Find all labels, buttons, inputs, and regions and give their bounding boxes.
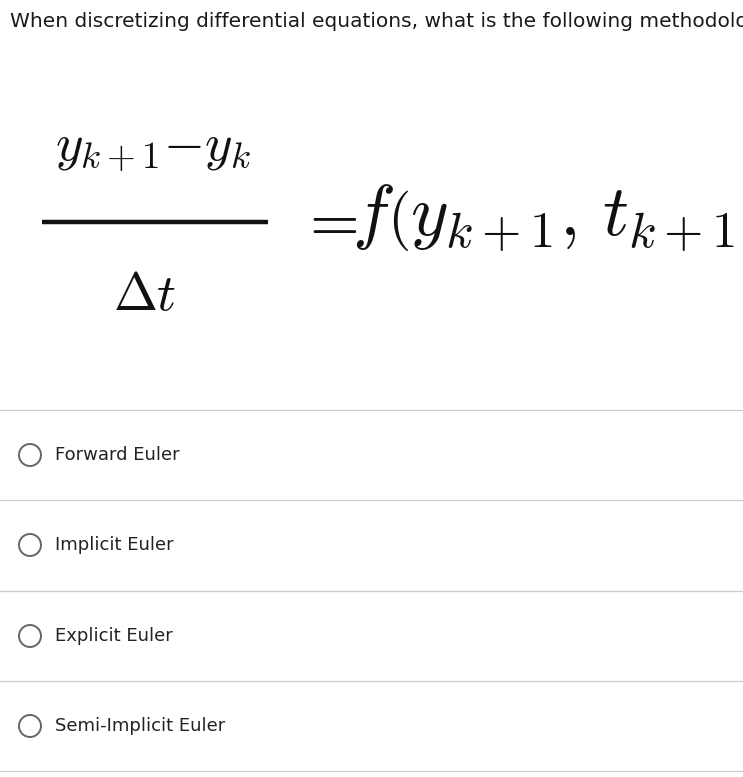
Text: $y_{k+1}{-}y_k$: $y_{k+1}{-}y_k$	[55, 122, 251, 174]
Text: $f\left(y_{k+1},\, t_{k+1}\right)$: $f\left(y_{k+1},\, t_{k+1}\right)$	[352, 183, 743, 254]
Text: Explicit Euler: Explicit Euler	[55, 627, 173, 645]
Text: When discretizing differential equations, what is the following methodology call: When discretizing differential equations…	[10, 12, 743, 31]
Text: Implicit Euler: Implicit Euler	[55, 536, 174, 554]
Text: $=$: $=$	[298, 191, 357, 253]
Text: $\Delta t$: $\Delta t$	[114, 269, 177, 321]
Text: Forward Euler: Forward Euler	[55, 446, 180, 464]
Text: Semi-Implicit Euler: Semi-Implicit Euler	[55, 717, 225, 735]
